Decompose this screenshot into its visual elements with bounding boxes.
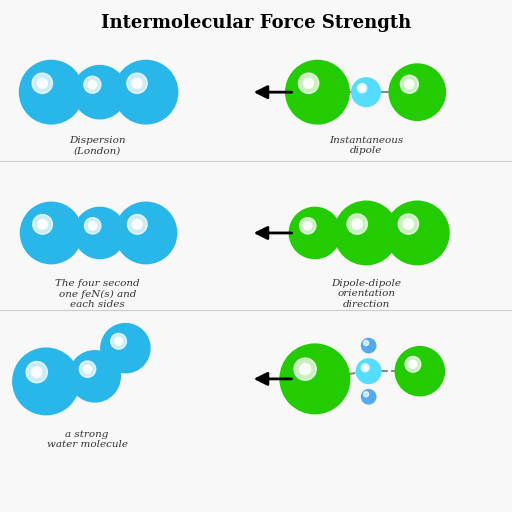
Text: a strong
water molecule: a strong water molecule	[47, 430, 127, 450]
Circle shape	[69, 351, 120, 402]
Circle shape	[84, 76, 101, 93]
Text: Dipole-dipole
orientation
direction: Dipole-dipole orientation direction	[331, 279, 401, 309]
Circle shape	[289, 207, 340, 259]
Text: Intermolecular Force Strength: Intermolecular Force Strength	[101, 14, 411, 32]
Circle shape	[363, 366, 367, 370]
Circle shape	[360, 86, 365, 91]
Circle shape	[356, 359, 381, 383]
Circle shape	[403, 219, 414, 229]
Circle shape	[33, 215, 52, 234]
Circle shape	[38, 220, 48, 229]
Circle shape	[347, 214, 367, 234]
Circle shape	[127, 73, 147, 93]
Circle shape	[300, 218, 316, 234]
Circle shape	[114, 60, 178, 124]
Circle shape	[26, 361, 48, 383]
Circle shape	[83, 365, 92, 373]
Circle shape	[364, 392, 369, 397]
Circle shape	[294, 358, 316, 380]
Circle shape	[405, 80, 414, 89]
Circle shape	[79, 361, 96, 377]
Circle shape	[19, 60, 83, 124]
Circle shape	[115, 202, 177, 264]
Circle shape	[304, 222, 312, 230]
Circle shape	[74, 207, 125, 259]
Text: Dispersion
(London): Dispersion (London)	[69, 136, 125, 155]
Circle shape	[13, 348, 79, 415]
Circle shape	[32, 73, 52, 93]
Circle shape	[280, 344, 350, 414]
Circle shape	[89, 222, 97, 230]
Circle shape	[298, 73, 318, 93]
Circle shape	[37, 78, 48, 89]
Circle shape	[389, 64, 445, 120]
Circle shape	[300, 364, 311, 375]
Circle shape	[111, 333, 126, 349]
Circle shape	[132, 78, 142, 89]
Text: The four second
one feN(s) and
each sides: The four second one feN(s) and each side…	[55, 279, 140, 309]
Circle shape	[133, 220, 142, 229]
Circle shape	[31, 367, 42, 377]
Circle shape	[73, 66, 126, 119]
Text: Instantaneous
dipole: Instantaneous dipole	[329, 136, 403, 155]
Circle shape	[405, 356, 421, 372]
Circle shape	[84, 218, 101, 234]
Circle shape	[115, 337, 122, 345]
Circle shape	[101, 324, 150, 373]
Circle shape	[395, 347, 444, 396]
Circle shape	[127, 215, 147, 234]
Circle shape	[409, 360, 417, 368]
Circle shape	[286, 60, 349, 124]
Circle shape	[304, 78, 314, 89]
Circle shape	[386, 201, 449, 265]
Circle shape	[364, 340, 369, 346]
Circle shape	[398, 214, 418, 234]
Circle shape	[20, 202, 82, 264]
Circle shape	[352, 219, 362, 229]
Circle shape	[357, 83, 367, 93]
Circle shape	[88, 80, 97, 89]
Circle shape	[361, 338, 376, 353]
Circle shape	[352, 78, 380, 106]
Circle shape	[361, 364, 369, 372]
Circle shape	[400, 75, 418, 93]
Circle shape	[361, 390, 376, 404]
Circle shape	[334, 201, 398, 265]
